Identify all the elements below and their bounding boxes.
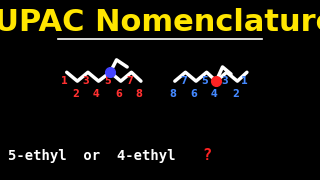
Text: ?: ? — [202, 148, 211, 163]
Text: 7: 7 — [180, 76, 187, 86]
Text: 2: 2 — [232, 89, 239, 98]
Text: 6: 6 — [115, 89, 122, 98]
Text: 7: 7 — [126, 76, 132, 86]
Text: IUPAC Nomenclature: IUPAC Nomenclature — [0, 8, 320, 37]
Text: 4: 4 — [211, 89, 217, 98]
Text: 1: 1 — [241, 76, 248, 86]
Text: 1: 1 — [61, 76, 68, 86]
Text: 5: 5 — [105, 76, 111, 86]
Text: 5: 5 — [201, 76, 208, 86]
Text: 6: 6 — [190, 89, 197, 98]
Text: 3: 3 — [221, 76, 228, 86]
Text: 8: 8 — [135, 89, 142, 98]
Text: 2: 2 — [72, 89, 79, 98]
Text: 8: 8 — [169, 89, 176, 98]
Text: 5-ethyl  or  4-ethyl: 5-ethyl or 4-ethyl — [8, 148, 176, 163]
Text: 4: 4 — [93, 89, 100, 98]
Text: 3: 3 — [83, 76, 89, 86]
